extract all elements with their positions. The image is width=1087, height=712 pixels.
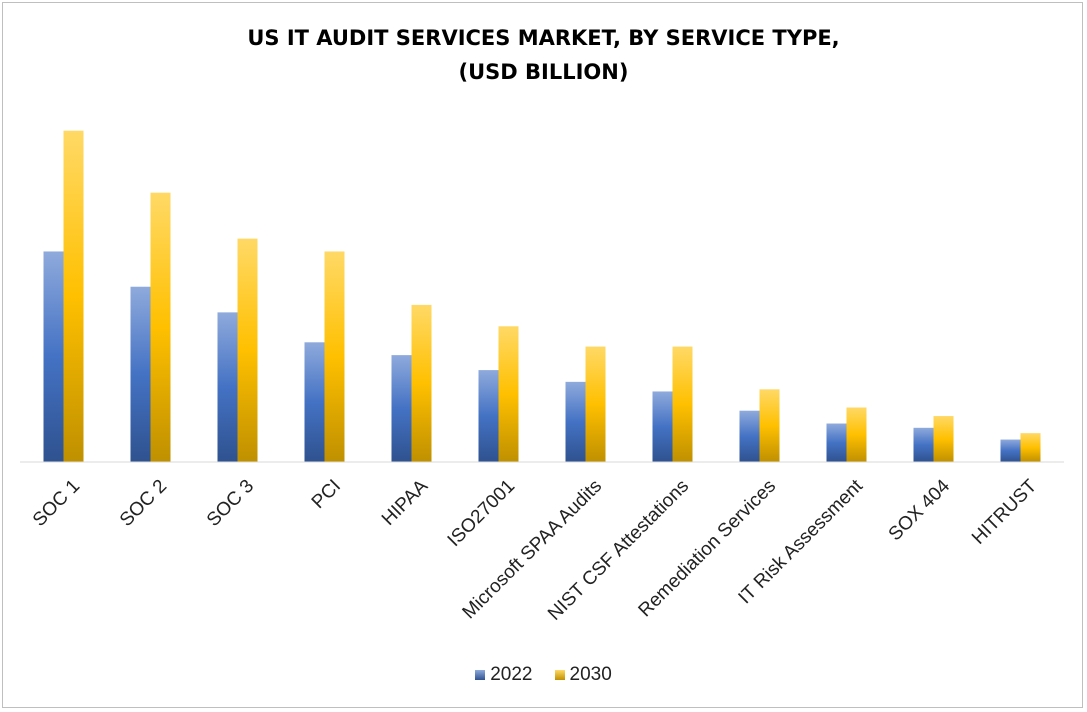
legend-item-2030: 2030 [554, 664, 612, 686]
bar-2030-9 [759, 389, 780, 462]
bar-2022-7 [565, 381, 586, 462]
bar-2022-12 [1000, 439, 1021, 462]
x-tick-label: HITRUST [968, 475, 1041, 548]
bar-2022-4 [304, 342, 325, 462]
bar-2030-3 [237, 238, 258, 462]
bar-2022-11 [913, 427, 934, 462]
x-tick-label: SOC 1 [29, 476, 84, 531]
legend-swatch-2022 [475, 670, 486, 680]
bar-2030-4 [324, 251, 345, 462]
bar-2030-11 [933, 416, 954, 462]
bar-2022-9 [739, 410, 760, 462]
bar-2030-5 [411, 304, 432, 462]
bar-2030-6 [498, 326, 519, 462]
bar-2022-2 [130, 286, 151, 462]
bar-2030-12 [1020, 433, 1041, 462]
x-tick-label: SOC 3 [203, 476, 258, 531]
x-tick-label: SOX 404 [885, 475, 955, 545]
bar-2022-10 [826, 423, 847, 462]
chart-title-line-1: US IT AUDIT SERVICES MARKET, BY SERVICE … [247, 26, 840, 50]
x-tick-label: NIST CSF Attestations [544, 476, 693, 625]
bar-2030-8 [672, 346, 693, 462]
x-tick-label: Microsoft SPAA Audits [459, 476, 607, 624]
x-axis-labels: SOC 1 SOC 2 SOC 3 PCI HIPAA ISO27001Microsoft… [29, 475, 1041, 625]
legend-label-2022: 2022 [490, 664, 533, 685]
x-tick-label: PCI [308, 476, 345, 513]
legend-swatch-2030 [554, 670, 565, 680]
bars-group [43, 130, 1041, 463]
bar-2030-1 [63, 130, 84, 462]
x-tick-label: SOC 2 [116, 476, 171, 531]
chart-title-line-2: (USD BILLION) [458, 60, 629, 84]
bar-2022-1 [43, 251, 64, 462]
legend: 2022 2030 [0, 664, 1087, 686]
bar-2030-2 [150, 192, 171, 463]
legend-label-2030: 2030 [569, 664, 612, 685]
bar-2022-8 [652, 391, 673, 462]
bar-2030-7 [585, 346, 606, 462]
x-tick-label: ISO27001 [444, 476, 519, 551]
bar-2022-3 [217, 312, 238, 462]
legend-item-2022: 2022 [475, 664, 533, 686]
bar-2022-5 [391, 355, 412, 462]
x-tick-label: HIPAA [378, 476, 432, 530]
bar-2030-10 [846, 407, 867, 462]
bar-2022-6 [478, 370, 499, 462]
